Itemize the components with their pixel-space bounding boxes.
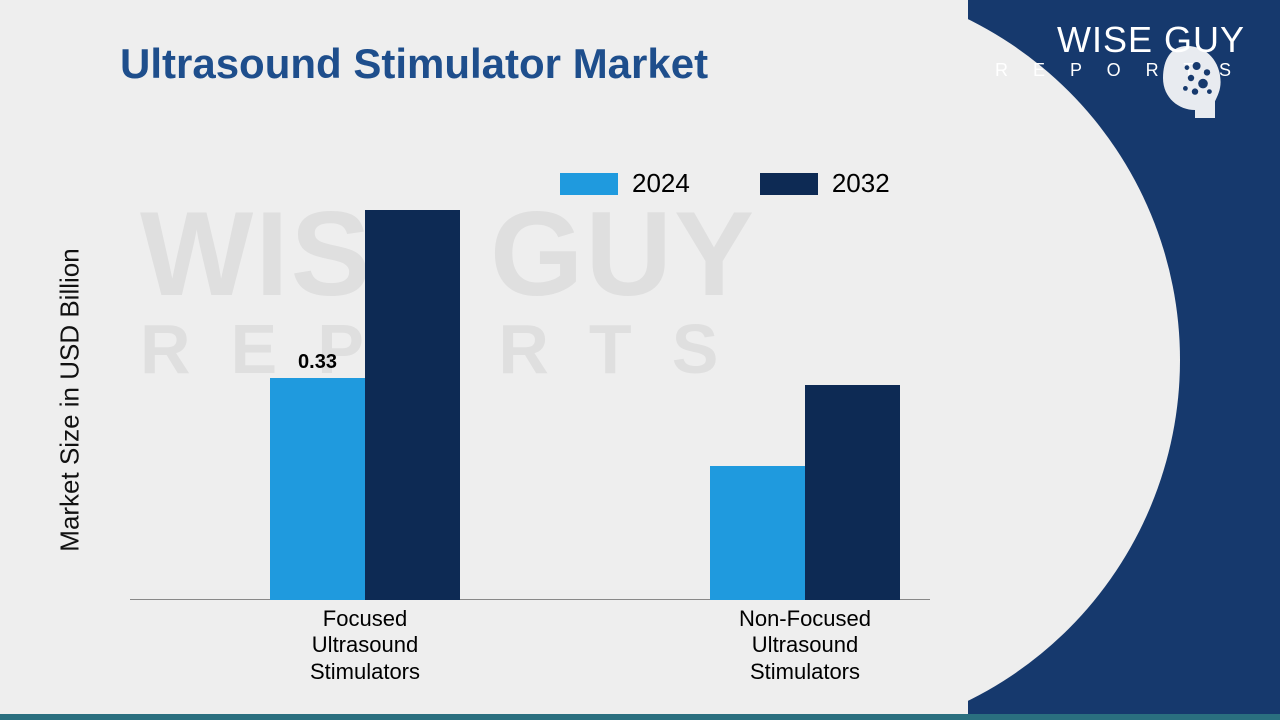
head-icon	[1147, 42, 1227, 122]
chart-stage: WISE GUY REPORTS WISE GUY R E P O R T S …	[0, 0, 1280, 720]
category-label: FocusedUltrasoundStimulators	[265, 600, 465, 685]
bar-2024	[710, 466, 805, 600]
plot-area: 0.33FocusedUltrasoundStimulators Non-Focu…	[130, 210, 930, 600]
legend-swatch-2032	[760, 173, 818, 195]
chart-title: Ultrasound Stimulator Market	[120, 40, 708, 88]
bar-group: 0.33FocusedUltrasoundStimulators	[270, 210, 460, 600]
legend-item-2032: 2032	[760, 168, 890, 199]
legend: 2024 2032	[560, 168, 890, 199]
legend-label-2024: 2024	[632, 168, 690, 199]
legend-item-2024: 2024	[560, 168, 690, 199]
category-label: Non-FocusedUltrasoundStimulators	[705, 600, 905, 685]
legend-label-2032: 2032	[832, 168, 890, 199]
y-axis-label: Market Size in USD Billion	[55, 248, 86, 551]
legend-swatch-2024	[560, 173, 618, 195]
brand-logo: WISE GUY R E P O R T S	[985, 22, 1245, 81]
bar-2032	[805, 385, 900, 600]
bar-group: Non-FocusedUltrasoundStimulators	[710, 385, 900, 600]
bar-2032	[365, 210, 460, 600]
bottom-accent-bar	[0, 714, 1280, 720]
bar-2024: 0.33	[270, 378, 365, 600]
bar-value-label: 0.33	[298, 351, 337, 374]
